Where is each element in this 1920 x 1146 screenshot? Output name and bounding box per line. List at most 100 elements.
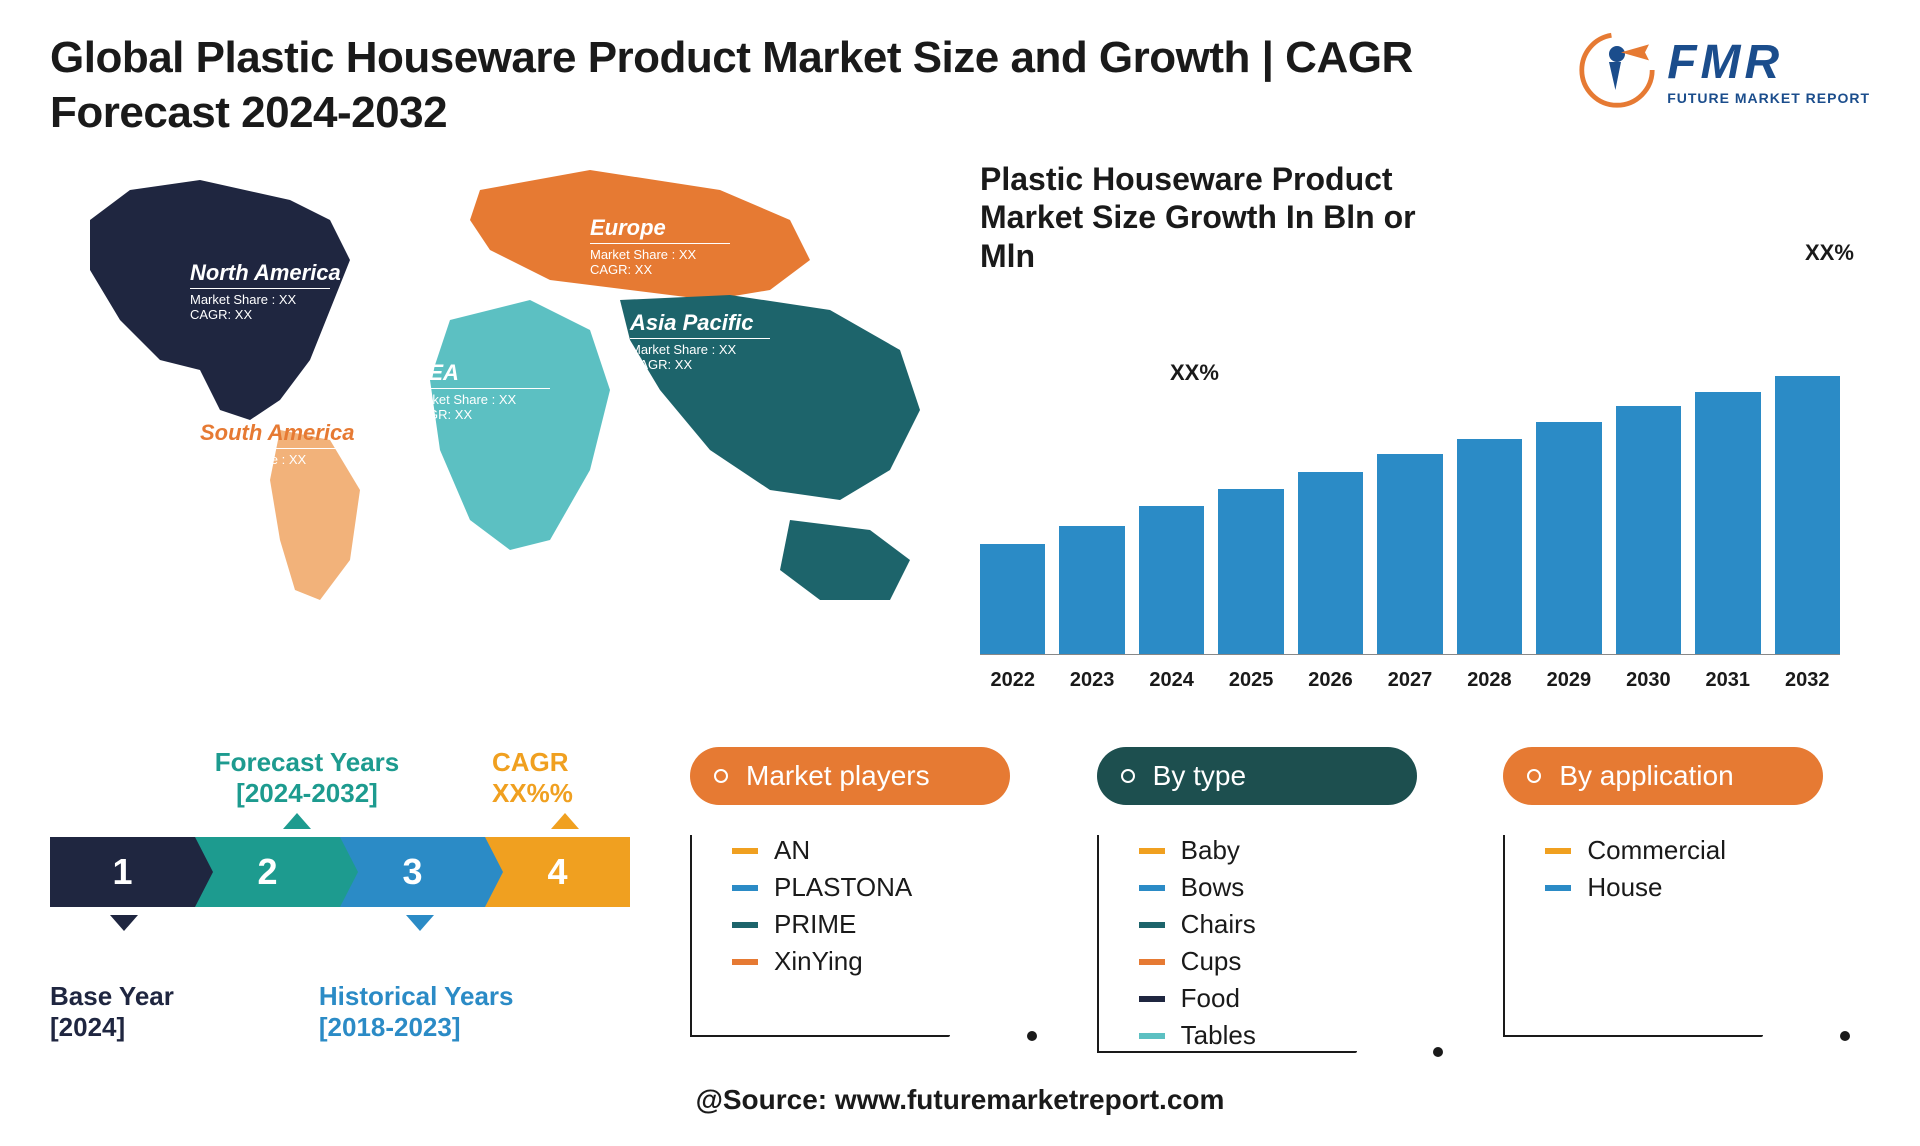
map-region-mea: MEA Market Share : XX CAGR: XX	[410, 360, 550, 422]
base-year-label: Base Year [2024]	[50, 981, 174, 1043]
bar-label: 2030	[1616, 669, 1681, 692]
category-list: Commercial House	[1503, 835, 1870, 1035]
list-item: AN	[732, 835, 1057, 866]
timeline-bar: 1234	[50, 837, 630, 907]
list-item: Baby	[1139, 835, 1464, 866]
list-item: PLASTONA	[732, 872, 1057, 903]
bullet-icon	[732, 959, 758, 965]
pill-dot-icon	[714, 769, 728, 783]
column-by-application: By application Commercial House	[1503, 747, 1870, 1057]
timeline-segment-2: 2	[195, 837, 340, 907]
base-label-text: Base Year	[50, 981, 174, 1012]
bullet-icon	[1139, 996, 1165, 1002]
chart-annotation-first: XX%	[1170, 360, 1219, 386]
column-by-type: By type Baby Bows Chairs Cups Food Table…	[1097, 747, 1464, 1057]
bar-label: 2029	[1536, 669, 1601, 692]
map-region-europe: Europe Market Share : XX CAGR: XX	[590, 215, 730, 277]
header: Global Plastic Houseware Product Market …	[50, 30, 1870, 140]
bullet-icon	[1545, 848, 1571, 854]
bullet-icon	[732, 922, 758, 928]
list-item-label: Tables	[1181, 1020, 1256, 1051]
pill-title: By application	[1559, 760, 1733, 792]
list-item-label: Cups	[1181, 946, 1242, 977]
bar-label: 2026	[1298, 669, 1363, 692]
bullet-icon	[1139, 959, 1165, 965]
pill-title: By type	[1153, 760, 1246, 792]
map-region-south-america: South America Market Share : XX CAGR: XX	[200, 420, 354, 482]
list-item-label: House	[1587, 872, 1662, 903]
world-map: North America Market Share : XX CAGR: XX…	[50, 160, 950, 610]
bullet-icon	[1139, 1033, 1165, 1039]
bar-2024	[1139, 506, 1204, 654]
list-item: PRIME	[732, 909, 1057, 940]
base-range: [2024]	[50, 1012, 174, 1043]
bullet-icon	[732, 848, 758, 854]
category-pill: By type	[1097, 747, 1417, 805]
list-item-label: Commercial	[1587, 835, 1726, 866]
bar-2026	[1298, 472, 1363, 654]
bullet-icon	[1139, 885, 1165, 891]
timeline-segment-4: 4	[485, 837, 630, 907]
cagr-label-text: CAGR	[492, 747, 573, 778]
list-item: XinYing	[732, 946, 1057, 977]
logo: FMR FUTURE MARKET REPORT	[1577, 30, 1870, 110]
bullet-icon	[1139, 922, 1165, 928]
list-item-label: Bows	[1181, 872, 1245, 903]
bar-label: 2031	[1695, 669, 1760, 692]
arrow-down-icon	[406, 915, 434, 931]
chart-title: Plastic Houseware Product Market Size Gr…	[980, 160, 1440, 275]
map-region-north-america: North America Market Share : XX CAGR: XX	[190, 260, 341, 322]
category-list: Baby Bows Chairs Cups Food Tables	[1097, 835, 1464, 1051]
category-pill: By application	[1503, 747, 1823, 805]
list-item: Cups	[1139, 946, 1464, 977]
logo-text-main: FMR	[1667, 35, 1870, 90]
historical-label: Historical Years [2018-2023]	[319, 981, 514, 1043]
bar-label: 2032	[1775, 669, 1840, 692]
list-item-label: AN	[774, 835, 810, 866]
bullet-icon	[1139, 848, 1165, 854]
fmr-logo-icon	[1577, 30, 1657, 110]
bar-2028	[1457, 439, 1522, 654]
list-item-label: Food	[1181, 983, 1240, 1014]
bar-label: 2024	[1139, 669, 1204, 692]
forecast-label: Forecast Years [2024-2032]	[202, 747, 412, 809]
list-item-label: XinYing	[774, 946, 863, 977]
category-columns: Market players AN PLASTONA PRIME XinYing…	[690, 747, 1870, 1057]
timeline-segment-1: 1	[50, 837, 195, 907]
list-item-label: PLASTONA	[774, 872, 912, 903]
pill-dot-icon	[1527, 769, 1541, 783]
bullet-icon	[732, 885, 758, 891]
map-region-asia-pacific: Asia Pacific Market Share : XX CAGR: XX	[630, 310, 770, 372]
pill-dot-icon	[1121, 769, 1135, 783]
list-item-label: PRIME	[774, 909, 856, 940]
forecast-label-text: Forecast Years	[202, 747, 412, 778]
list-item: Commercial	[1545, 835, 1870, 866]
bar-2025	[1218, 489, 1283, 654]
list-item: House	[1545, 872, 1870, 903]
source-attribution: @Source: www.futuremarketreport.com	[0, 1084, 1920, 1116]
column-market-players: Market players AN PLASTONA PRIME XinYing	[690, 747, 1057, 1057]
forecast-range: [2024-2032]	[202, 778, 412, 809]
timeline-segment-3: 3	[340, 837, 485, 907]
bar-label: 2022	[980, 669, 1045, 692]
page-title: Global Plastic Houseware Product Market …	[50, 30, 1550, 140]
timeline-panel: Forecast Years [2024-2032] CAGR XX%% 123…	[50, 747, 650, 1043]
arrow-up-icon	[283, 813, 311, 829]
bottom-section: Forecast Years [2024-2032] CAGR XX%% 123…	[50, 747, 1870, 1057]
list-item-label: Chairs	[1181, 909, 1256, 940]
list-item: Bows	[1139, 872, 1464, 903]
bar-label: 2023	[1059, 669, 1124, 692]
list-item: Food	[1139, 983, 1464, 1014]
bar-label: 2025	[1218, 669, 1283, 692]
arrow-down-icon	[110, 915, 138, 931]
bar-2023	[1059, 526, 1124, 654]
bar-label: 2028	[1457, 669, 1522, 692]
arrow-up-icon	[551, 813, 579, 829]
bar-2022	[980, 544, 1045, 654]
bullet-icon	[1545, 885, 1571, 891]
list-item: Chairs	[1139, 909, 1464, 940]
bar-2032	[1775, 376, 1840, 654]
hist-range: [2018-2023]	[319, 1012, 514, 1043]
pill-title: Market players	[746, 760, 930, 792]
bar-2030	[1616, 406, 1681, 654]
